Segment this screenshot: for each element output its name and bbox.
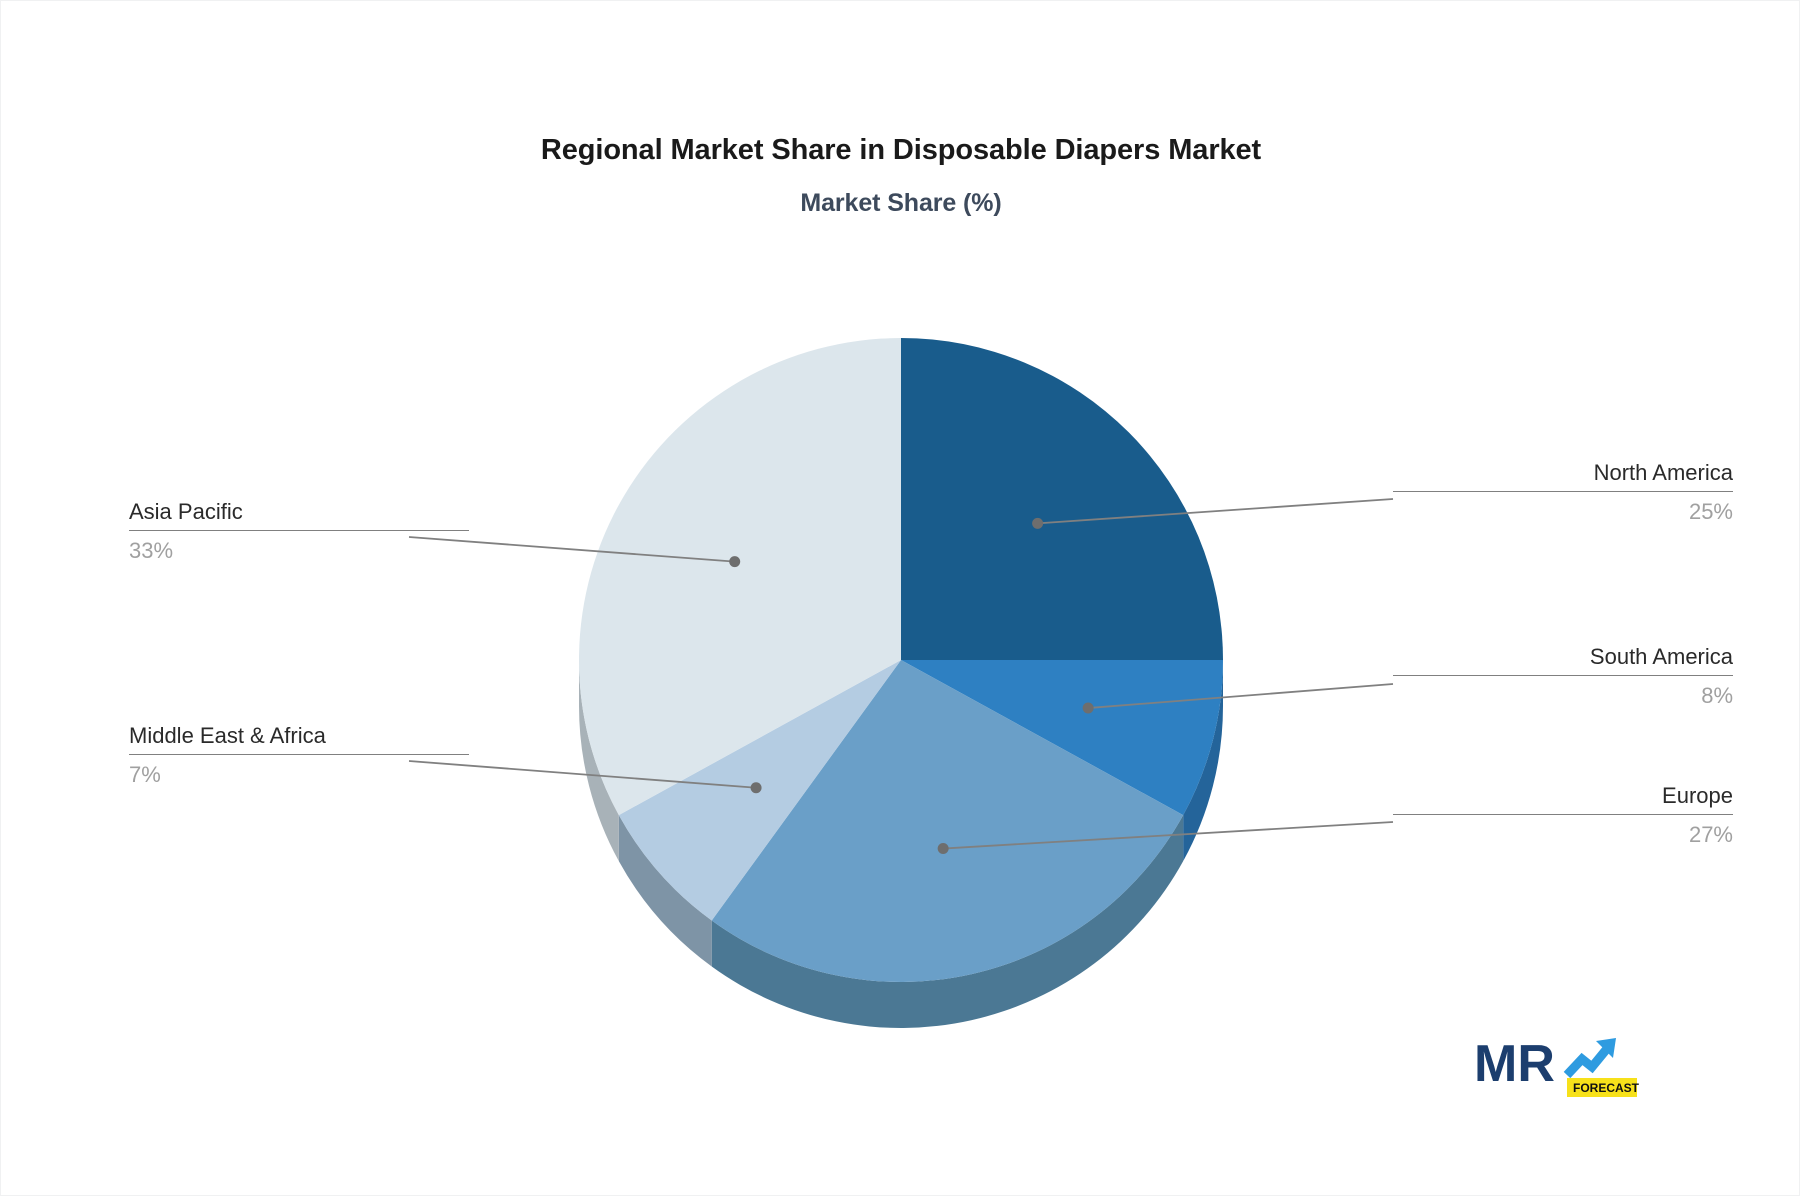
svg-text:MR: MR — [1474, 1035, 1555, 1093]
callout-label-middle-east-africa: Middle East & Africa — [129, 723, 326, 748]
leader-dot-south-america — [1082, 702, 1094, 714]
callout-value-south-america: 8% — [1701, 683, 1733, 708]
callout-south-america[interactable]: South America 8% — [1393, 643, 1733, 712]
leader-line-south-america — [1088, 683, 1394, 709]
page-title: Regional Market Share in Disposable Diap… — [540, 134, 1262, 166]
callout-middle-east-africa[interactable]: Middle East & Africa 7% — [129, 722, 469, 791]
callout-label-south-america: South America — [1589, 644, 1733, 669]
callout-rule-asia-pacific — [129, 530, 469, 531]
callout-asia-pacific[interactable]: Asia Pacific 33% — [129, 498, 469, 567]
mr-forecast-logo: MR FORECAST — [1474, 1031, 1639, 1103]
leader-line-europe — [943, 821, 1394, 850]
leader-line-north-america — [1037, 498, 1394, 525]
callout-label-asia-pacific: Asia Pacific — [129, 499, 243, 524]
pie-slices — [578, 338, 1223, 1029]
logo-mark-text: MR — [1474, 1035, 1555, 1093]
leader-dot-middle-east-africa — [750, 782, 762, 794]
callout-label-europe: Europe — [1662, 783, 1733, 808]
callout-rule-south-america — [1393, 675, 1733, 676]
trend-arrow-icon — [1563, 1038, 1616, 1079]
leader-dot-europe — [937, 843, 949, 855]
pie-slice-north-america[interactable] — [901, 338, 1223, 660]
pie-slice-side-asia-pacific — [579, 660, 619, 862]
callout-europe[interactable]: Europe 27% — [1393, 782, 1733, 851]
callout-value-north-america: 25% — [1688, 499, 1733, 524]
leader-lines — [408, 498, 1394, 855]
leader-line-middle-east-africa — [408, 760, 757, 789]
svg-text:FORECAST: FORECAST — [1573, 1081, 1639, 1095]
pie-slice-asia-pacific[interactable] — [578, 338, 901, 816]
pie-slice-side-south-america — [1183, 660, 1223, 862]
leader-line-asia-pacific — [408, 536, 735, 563]
callout-rule-middle-east-africa — [129, 754, 469, 755]
pie-slice-side-europe — [711, 815, 1184, 1029]
pie-slice-side-middle-east-africa — [618, 815, 712, 967]
chart-subtitle: Market Share (%) — [800, 189, 1002, 217]
leader-dot-asia-pacific — [729, 556, 741, 568]
callout-rule-north-america — [1393, 491, 1733, 492]
leader-dot-north-america — [1032, 517, 1044, 529]
forecast-badge: FORECAST — [1567, 1078, 1639, 1097]
callout-value-europe: 27% — [1688, 822, 1733, 847]
callout-north-america[interactable]: North America 25% — [1393, 459, 1733, 528]
callout-value-asia-pacific: 33% — [129, 538, 174, 563]
pie-slice-europe[interactable] — [711, 660, 1184, 983]
callout-label-north-america: North America — [1593, 460, 1733, 485]
callout-rule-europe — [1393, 814, 1733, 815]
callout-value-middle-east-africa: 7% — [129, 762, 161, 787]
pie-slice-south-america[interactable] — [901, 660, 1223, 816]
